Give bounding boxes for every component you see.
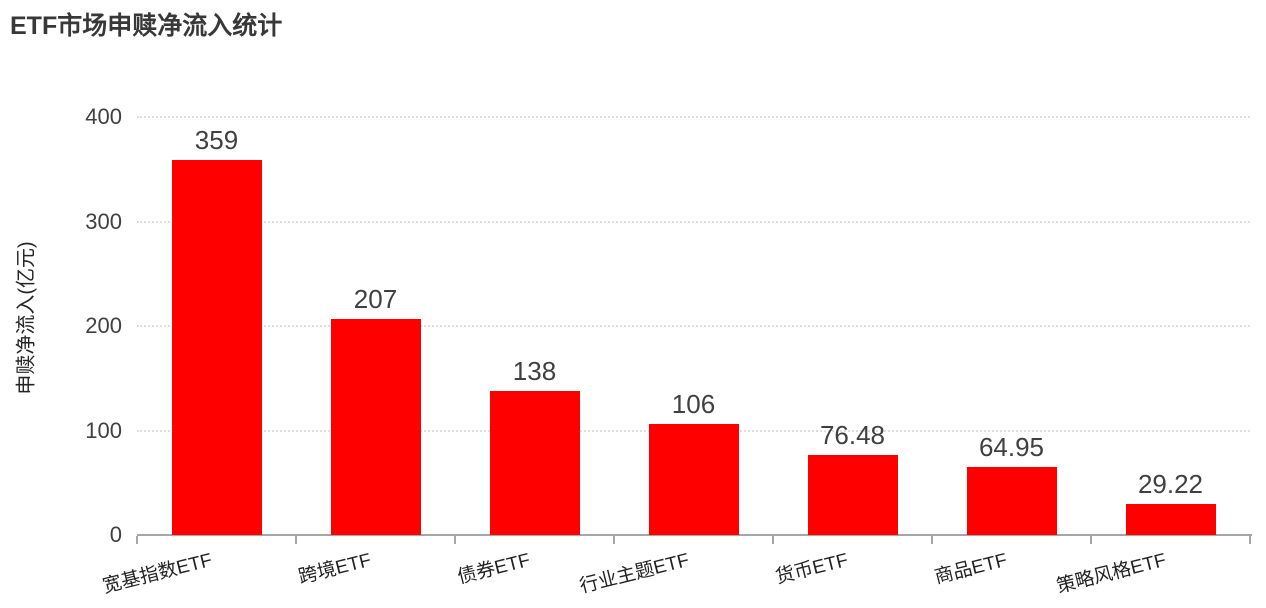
category-label: 行业主题ETF	[577, 549, 691, 598]
gridline	[137, 220, 1250, 223]
x-axis-tick	[136, 536, 138, 544]
bar[interactable]	[330, 318, 421, 535]
category-label: 货币ETF	[773, 549, 850, 589]
bar[interactable]	[966, 467, 1057, 535]
y-tick-label: 0	[109, 522, 122, 547]
x-axis-tick	[613, 536, 615, 544]
bar[interactable]	[807, 455, 898, 535]
category-label: 跨境ETF	[296, 549, 373, 589]
bar-value-label: 106	[671, 389, 716, 420]
x-axis-tick	[772, 536, 774, 544]
chart-title: ETF市场申赎净流入统计	[10, 12, 283, 40]
x-axis-line	[137, 534, 1252, 536]
category-label: 债券ETF	[455, 549, 532, 589]
bar[interactable]	[489, 390, 580, 535]
x-axis-tick	[931, 536, 933, 544]
bar-value-label: 76.48	[819, 420, 886, 451]
category-label: 策略风格ETF	[1054, 549, 1168, 598]
bar[interactable]	[171, 159, 262, 535]
bar-value-label: 207	[353, 283, 398, 314]
x-axis-tick	[454, 536, 456, 544]
gridline	[137, 325, 1250, 327]
y-tick-label: 100	[85, 417, 122, 443]
category-label: 商品ETF	[932, 549, 1009, 589]
bar-value-label: 64.95	[978, 432, 1045, 463]
bar[interactable]	[648, 424, 739, 535]
gridline	[137, 116, 1250, 118]
y-tick-label: 200	[85, 313, 122, 338]
x-axis-tick	[1090, 536, 1092, 544]
x-axis-tick	[1249, 536, 1251, 544]
bar-value-label: 359	[194, 124, 239, 155]
category-label: 宽基指数ETF	[100, 549, 214, 598]
bar[interactable]	[1125, 504, 1216, 535]
y-tick-label: 400	[85, 104, 122, 129]
y-tick-label: 300	[85, 208, 122, 234]
bar-value-label: 138	[512, 355, 557, 386]
y-axis-title: 申赎净流入(亿元)	[15, 241, 38, 395]
x-axis-tick	[295, 536, 297, 544]
bar-value-label: 29.22	[1137, 469, 1204, 500]
